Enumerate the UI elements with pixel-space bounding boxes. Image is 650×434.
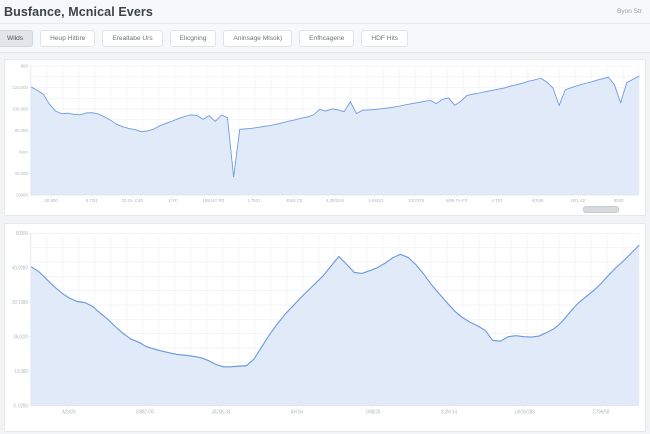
x-axis-tick: 8.7/01 — [86, 198, 99, 203]
x-axis-tick: 4 T01 — [492, 198, 504, 203]
app-header: Busfance, Mcnical Evers Byon Str — [0, 0, 650, 24]
tab-label: Enfhcagene — [309, 34, 345, 42]
tab-4[interactable]: Aninsage Mlsok) — [223, 29, 293, 47]
y-axis-tick: 40,0280 — [12, 265, 28, 271]
y-axis-tick: 0, 0280 — [13, 403, 28, 409]
x-axis-tick: 20,800 — [45, 198, 59, 203]
x-axis-tick: 4,35/2U9 — [326, 198, 344, 203]
bottom-chart-area[interactable]: 50000 40,0280 30,1080 36,0/20 10,080 0, 0280 A… — [5, 224, 645, 431]
tab-label: HDF Hits — [371, 34, 399, 42]
panel-bottom-chart: 50000 40,0280 30,1080 36,0/20 10,080 0, 0280 A… — [4, 223, 646, 432]
x-axis-tick: 10,15, C40 — [122, 198, 144, 203]
tab-label: Wilds — [7, 34, 24, 42]
chart-panels: 860 120,000 100,000 80,000 6oor 40,000 10000 20… — [0, 53, 650, 434]
tab-label: Elicgning — [179, 34, 207, 42]
page-title: Busfance, Mcnical Evers — [4, 4, 153, 19]
x-axis-tick: 1M8/26 — [366, 409, 381, 415]
header-right-label: Byon Str — [617, 8, 642, 15]
tab-3[interactable]: Elicgning — [169, 29, 217, 47]
y-axis-tick: 10000 — [16, 193, 29, 198]
x-axis-tick: p0/93/288 — [515, 409, 535, 415]
y-axis-tick: 80,000 — [15, 128, 29, 133]
y-axis-tick: 10,080 — [15, 369, 29, 375]
y-axis-tick: 36,0/20 — [13, 334, 28, 340]
x-axis-tick: 10/7075 — [408, 198, 424, 203]
tab-label: Heup Hitbre — [50, 34, 86, 42]
x-axis-tick: 8(0)/6 — [532, 198, 544, 203]
y-axis-tick: 860 — [21, 64, 29, 69]
tab-label: Aninsage Mlsok) — [233, 34, 283, 42]
tab-0[interactable]: Wilds — [0, 29, 34, 47]
tab-bar: Wilds Heup Hitbre Erealtabe Urs Elicgning An… — [0, 24, 650, 53]
x-axis-tick: 3420K.34 — [212, 409, 231, 415]
x-axis-tick: E5/5 C0 — [287, 198, 303, 203]
x-axis-tick: A28/26 — [62, 409, 76, 415]
x-axis-tick: 1-84/10 — [368, 198, 383, 203]
x-axis-tick: 8,2M 34 — [441, 409, 457, 415]
tab-6[interactable]: HDF Hits — [361, 29, 409, 47]
y-axis-tick: 6oor — [19, 150, 28, 155]
x-axis-tick: 8020 — [614, 198, 624, 203]
y-axis-tick: 40,000 — [15, 171, 29, 176]
tab-label: Erealtabe Urs — [112, 34, 153, 42]
tab-1[interactable]: Heup Hitbre — [40, 29, 96, 47]
y-axis-tick: 50000 — [16, 231, 28, 237]
y-axis-tick: 120,000 — [12, 85, 28, 90]
top-chart-area[interactable]: 860 120,000 100,000 80,000 6oor 40,000 10000 20… — [5, 60, 645, 215]
y-axis-tick: 30,1080 — [12, 300, 28, 306]
bottom-chart-svg[interactable]: 50000 40,0280 30,1080 36,0/20 10,080 0, 0280 A… — [5, 224, 645, 431]
y-axis-tick: 100,000 — [12, 107, 28, 112]
x-axis-tick: 3/882 O0 — [136, 409, 154, 415]
tab-2[interactable]: Erealtabe Urs — [102, 29, 163, 47]
x-axis-tick: 169,UC R0 — [203, 198, 225, 203]
x-axis-tick: AH 94 — [291, 409, 303, 415]
x-axis-tick: C796/58 — [593, 409, 610, 415]
x-axis-tick: Nz1 42 — [571, 198, 585, 203]
panel-top-chart: 860 120,000 100,000 80,000 6oor 40,000 10000 20… — [4, 59, 646, 216]
x-axis-tick: s/99 7A-F0 — [446, 198, 468, 203]
x-axis-tick: 1/YF — [168, 198, 178, 203]
top-chart-scrollbar-thumb[interactable] — [583, 206, 619, 213]
top-chart-svg[interactable]: 860 120,000 100,000 80,000 6oor 40,000 10000 20… — [5, 60, 645, 215]
x-axis-tick: 1.7M/1 — [247, 198, 261, 203]
tab-5[interactable]: Enfhcagene — [299, 29, 355, 47]
